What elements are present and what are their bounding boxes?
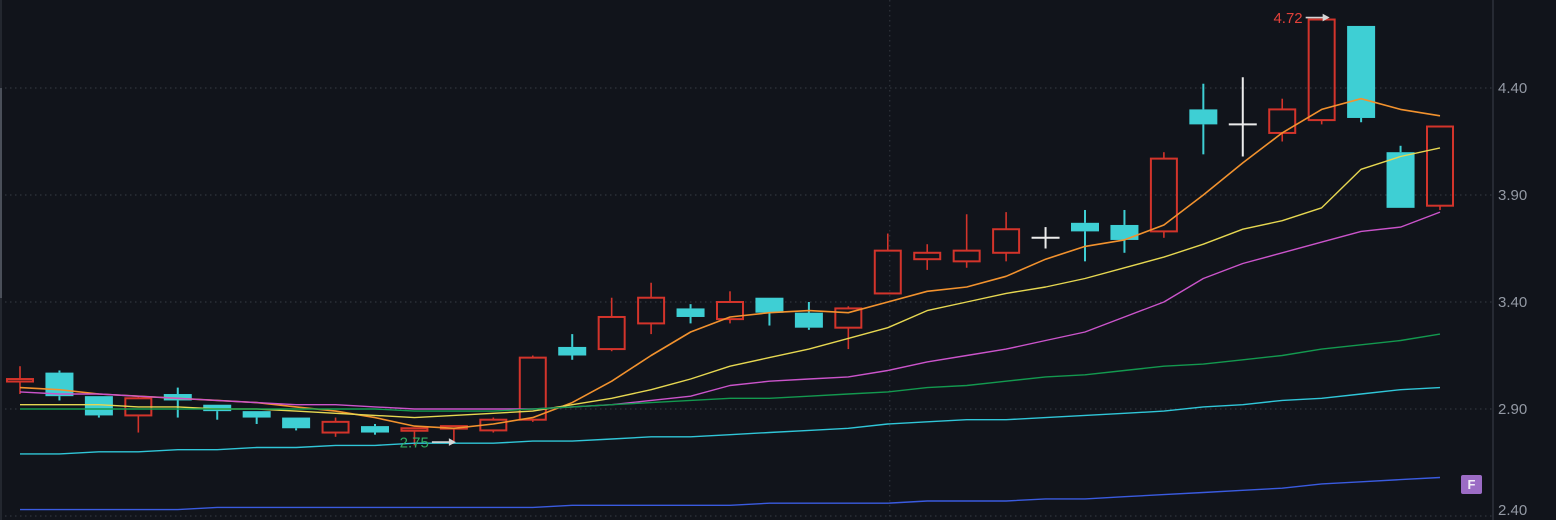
candle-body — [203, 404, 232, 412]
candle-body — [1149, 157, 1178, 233]
ma-line-ma-magenta — [19, 211, 1441, 410]
candle-4 — [163, 387, 192, 418]
annotation-text-high-label: 4.72 — [1273, 10, 1302, 27]
candle-body — [1189, 109, 1218, 125]
price-axis-label-3.90: 3.90 — [1498, 187, 1527, 204]
ma-line-ma-orange — [19, 97, 1441, 430]
flag-badge[interactable]: F — [1461, 475, 1482, 494]
candle-body — [1071, 222, 1099, 232]
candle-32 — [1268, 98, 1297, 142]
candle-33 — [1307, 18, 1336, 125]
candle-29 — [1149, 152, 1178, 238]
candle-body — [913, 251, 942, 261]
candle-16 — [637, 282, 666, 335]
candle-body — [1307, 18, 1336, 122]
candle-15 — [597, 297, 626, 352]
candle-22 — [873, 233, 902, 295]
candle-body — [794, 312, 823, 328]
candle-27 — [1071, 209, 1099, 262]
price-axis-label-3.40: 3.40 — [1498, 294, 1527, 311]
candle-7 — [282, 417, 311, 431]
candles — [6, 18, 1454, 446]
candle-31 — [1228, 77, 1257, 157]
candle-24 — [952, 214, 981, 268]
candle-body — [361, 426, 389, 433]
gridlines — [0, 0, 1493, 520]
candle-9 — [361, 423, 389, 435]
candle-body — [992, 228, 1021, 254]
candle-14 — [558, 334, 587, 360]
candle-body — [84, 396, 113, 416]
candle-body — [755, 297, 784, 313]
annotation-high-label: 4.72 — [1273, 10, 1330, 27]
candle-body — [1268, 108, 1297, 134]
ma-line-ma-cyan — [20, 386, 1441, 455]
candle-body — [952, 249, 981, 263]
annotation-arrow-head — [1322, 13, 1330, 22]
ma-line-ma-yellow — [20, 147, 1441, 419]
candle-body — [834, 307, 863, 329]
candle-28 — [1110, 209, 1139, 253]
price-axis[interactable]: 4.40 3.90 3.40 2.90 2.40 — [1492, 0, 1556, 520]
price-axis-drag-area[interactable] — [1493, 0, 1556, 520]
candle-2 — [84, 396, 113, 418]
candle-1 — [45, 370, 74, 401]
candle-8 — [321, 417, 350, 437]
candle-5 — [203, 404, 232, 420]
candle-body — [163, 394, 192, 401]
ma-line-ma-blue — [20, 476, 1441, 511]
candle-body — [676, 308, 705, 317]
candle-36 — [1426, 125, 1454, 210]
candle-13 — [518, 355, 547, 422]
candle-body — [1347, 25, 1376, 118]
candle-body — [6, 378, 34, 383]
candle-0 — [6, 366, 34, 395]
candle-body — [321, 420, 350, 434]
candle-17 — [676, 304, 705, 324]
candle-body — [1386, 152, 1415, 208]
candle-18 — [716, 291, 744, 324]
ma-line-ma-green — [20, 333, 1441, 412]
candle-body — [558, 346, 587, 356]
candle-body — [597, 315, 626, 351]
candle-26 — [1031, 227, 1060, 249]
candle-body — [242, 411, 271, 418]
candle-body — [518, 356, 547, 421]
candle-35 — [1386, 145, 1415, 208]
candle-body — [45, 372, 74, 397]
annotation-arrow-head — [448, 438, 456, 446]
candle-34 — [1347, 25, 1376, 123]
candle-30 — [1189, 83, 1218, 155]
annotation-text-low-label: 2.75 — [400, 435, 429, 452]
candle-body — [400, 427, 429, 432]
price-axis-label-4.40: 4.40 — [1498, 80, 1527, 97]
candle-23 — [913, 244, 942, 270]
candle-body — [1426, 125, 1454, 207]
candle-3 — [124, 396, 153, 433]
price-axis-label-2.40: 2.40 — [1498, 502, 1527, 519]
candle-6 — [242, 411, 271, 424]
candle-19 — [755, 297, 784, 326]
price-axis-label-2.90: 2.90 — [1498, 401, 1527, 418]
annotation-low-label: 2.75 — [400, 435, 456, 452]
annotations: 4.72 2.75 — [400, 10, 1330, 452]
candle-20 — [794, 302, 823, 330]
candle-25 — [992, 212, 1021, 262]
candle-body — [282, 417, 311, 429]
candle-body — [873, 249, 902, 295]
ma-lines — [19, 97, 1441, 511]
candle-body — [1110, 224, 1139, 240]
